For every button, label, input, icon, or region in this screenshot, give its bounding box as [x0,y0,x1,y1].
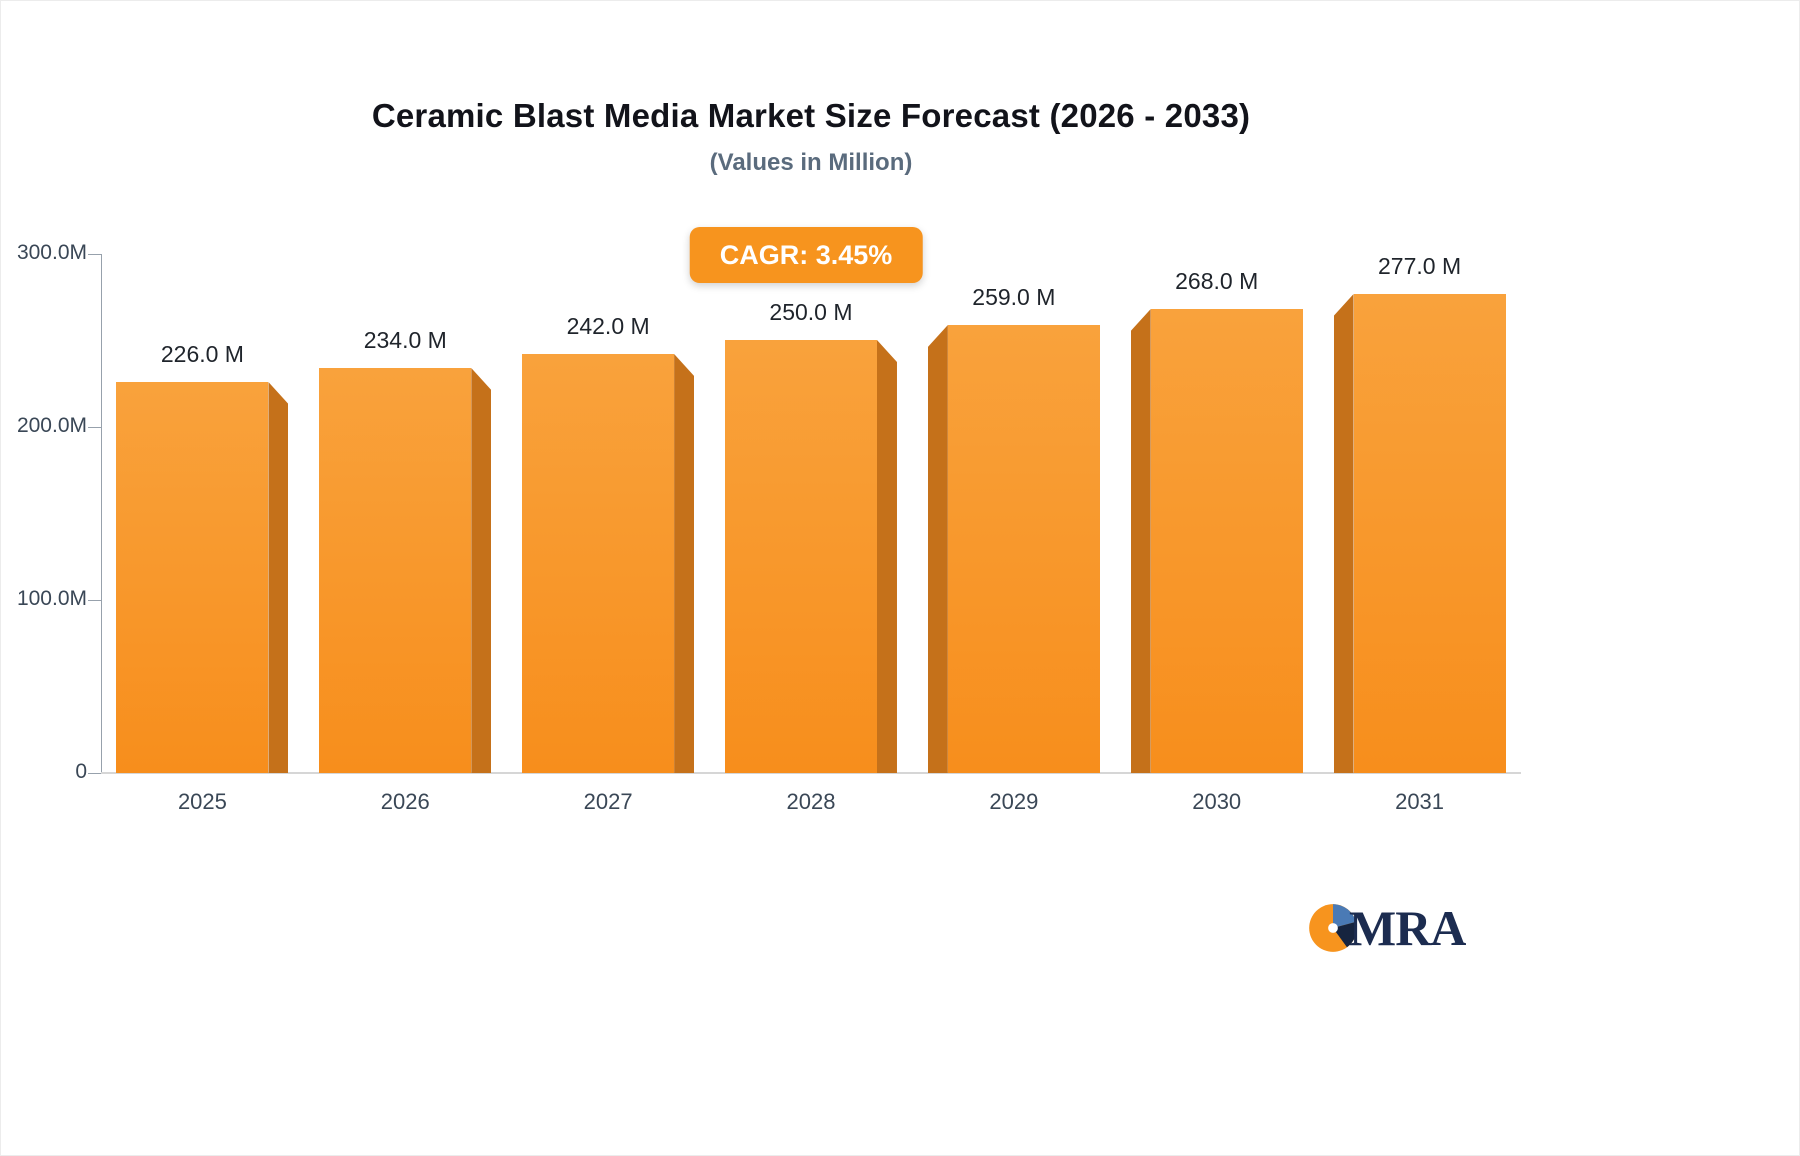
brand-logo: MRA [1307,900,1466,956]
bar-group: 242.0 M 2027 [507,254,710,814]
bar-value-label: 259.0 M [972,284,1056,310]
bar [522,354,675,773]
bar-3d-side [674,354,695,773]
bar [724,340,877,773]
logo-text: MRA [1349,900,1466,956]
chart-title: Ceramic Blast Media Market Size Forecast… [371,97,1251,134]
x-axis-label: 2028 [786,789,836,814]
y-tick [88,600,101,601]
plot-area: 300.0M 200.0M 100.0M 0 226.0 M 2025 234.0 M 20… [17,241,1521,814]
x-axis-label: 2026 [380,789,430,814]
x-axis-label: 2030 [1192,789,1242,814]
bar-group: 259.0 M 2029 [912,254,1115,814]
y-tick [88,254,101,255]
x-axis-label: 2027 [583,789,633,814]
bar [1353,294,1506,773]
y-axis [101,254,102,773]
y-axis-label: 100.0M [16,587,87,610]
bar-3d-side [1333,294,1354,773]
x-axis-label: 2029 [989,789,1039,814]
x-axis-label: 2025 [177,789,227,814]
bar-3d-side [1130,309,1151,773]
y-tick [88,427,101,428]
y-axis-label: 300.0M [16,241,87,264]
bar-value-label: 234.0 M [363,327,447,353]
bar-3d-side [471,368,492,773]
x-axis [101,772,1521,774]
bar-3d-side [876,340,897,773]
y-tick [88,773,101,774]
bar-3d-side [268,382,289,773]
bar-value-label: 242.0 M [566,313,650,339]
bar-group: 250.0 M 2028 [710,254,913,814]
x-axis-label: 2031 [1395,789,1445,814]
cagr-badge: CAGR: 3.45% [689,227,923,283]
bar-group: 226.0 M 2025 [101,254,304,814]
bar-group: 234.0 M 2026 [304,254,507,814]
bar-value-label: 226.0 M [160,341,244,367]
bar-group: 277.0 M 2031 [1318,253,1521,814]
chart-subtitle: (Values in Million) [709,149,913,176]
bar [1150,309,1303,773]
bar [116,382,269,773]
bar-value-label: 268.0 M [1175,268,1259,294]
bar [319,368,472,773]
bar-3d-side [927,325,948,773]
bar-value-label: 277.0 M [1378,253,1462,279]
y-axis-label: 200.0M [16,414,87,437]
bar [947,325,1100,773]
logo-pie-icon [1309,904,1357,952]
bar-group: 268.0 M 2030 [1115,254,1318,814]
bar-value-label: 250.0 M [769,299,853,325]
y-axis-label: 0 [75,760,87,783]
